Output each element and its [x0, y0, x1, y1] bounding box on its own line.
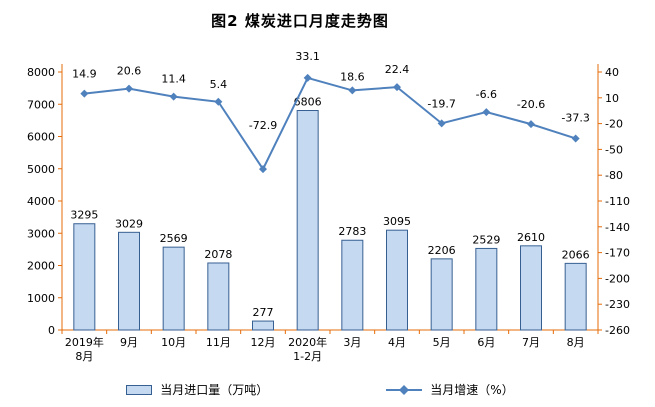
svg-text:3月: 3月	[343, 336, 361, 349]
svg-text:2020年: 2020年	[288, 335, 327, 349]
svg-text:3029: 3029	[115, 217, 143, 230]
svg-text:-20.6: -20.6	[517, 98, 545, 111]
right-axis: 40 10 -20 -50 -80 -110 -140 -170 -200 -230 -260	[598, 66, 630, 337]
bar	[564, 262, 587, 331]
svg-text:-37.3: -37.3	[561, 111, 589, 124]
growth-line	[84, 76, 576, 172]
line-swatch-icon	[386, 384, 423, 395]
svg-text:11月: 11月	[206, 336, 231, 349]
svg-text:2610: 2610	[517, 231, 545, 244]
svg-text:18.6: 18.6	[340, 70, 365, 83]
line-marker	[393, 83, 401, 92]
svg-text:-230: -230	[605, 298, 630, 311]
legend-label-imports: 当月进口量（万吨）	[160, 383, 269, 397]
svg-text:33.1: 33.1	[295, 50, 320, 63]
svg-text:2783: 2783	[338, 225, 366, 238]
line-marker	[482, 108, 491, 117]
bar	[118, 231, 140, 331]
svg-text:-200: -200	[605, 272, 630, 285]
svg-text:1000: 1000	[27, 292, 55, 305]
svg-text:22.4: 22.4	[385, 63, 410, 76]
svg-text:8月: 8月	[567, 336, 585, 349]
line-marker	[125, 84, 133, 93]
svg-text:-19.7: -19.7	[427, 97, 455, 110]
svg-text:11.4: 11.4	[161, 73, 186, 86]
svg-text:10月: 10月	[161, 336, 186, 349]
left-axis: 0 1000 2000 3000 4000 5000 6000 7000 8000	[27, 66, 62, 337]
line-marker	[437, 119, 446, 128]
svg-text:-110: -110	[605, 195, 630, 208]
svg-text:4月: 4月	[388, 336, 406, 349]
line-marker	[214, 97, 223, 106]
svg-text:-20: -20	[605, 118, 623, 131]
svg-text:-170: -170	[605, 247, 630, 260]
svg-text:2078: 2078	[204, 248, 232, 261]
svg-text:5000: 5000	[27, 163, 55, 176]
bar	[341, 239, 364, 331]
svg-text:14.9: 14.9	[72, 68, 97, 81]
bar	[162, 246, 185, 331]
svg-text:8月: 8月	[75, 350, 93, 363]
svg-text:40: 40	[605, 66, 619, 79]
bar	[73, 223, 96, 331]
svg-text:2529: 2529	[472, 233, 500, 246]
svg-text:3000: 3000	[27, 227, 55, 240]
svg-text:4000: 4000	[27, 195, 55, 208]
svg-text:10: 10	[605, 92, 619, 105]
svg-text:20.6: 20.6	[117, 65, 142, 78]
svg-text:12月: 12月	[251, 336, 276, 349]
svg-text:6月: 6月	[477, 336, 495, 349]
svg-text:0: 0	[48, 324, 55, 337]
line-marker	[80, 89, 89, 98]
svg-text:9月: 9月	[120, 336, 138, 349]
svg-text:-80: -80	[605, 169, 623, 182]
bar	[386, 229, 408, 331]
bar	[296, 110, 319, 331]
svg-text:6000: 6000	[27, 131, 55, 144]
svg-text:2066: 2066	[562, 248, 590, 261]
chart-title: 图2 煤炭进口月度走势图	[211, 12, 389, 30]
svg-text:7000: 7000	[27, 98, 55, 111]
legend-label-growth: 当月增速（%）	[430, 383, 514, 397]
svg-text:1-2月: 1-2月	[293, 350, 322, 363]
line-marker	[571, 134, 580, 143]
svg-text:5月: 5月	[433, 336, 451, 349]
line-series: 14.9 20.6 11.4 5.4 -72.9 33.1 18.6 22.4 -19.7 -6.…	[72, 50, 590, 174]
legend-item-growth: 当月增速（%）	[386, 381, 514, 398]
line-marker	[303, 73, 312, 82]
svg-text:3295: 3295	[70, 209, 98, 222]
line-marker	[259, 165, 267, 174]
line-marker	[169, 92, 178, 101]
line-marker	[527, 120, 535, 129]
svg-text:-72.9: -72.9	[249, 119, 277, 132]
bar-series: 3295 3029 2569 2078 277 6806 2783 3095 2206 2529 2…	[70, 96, 590, 331]
svg-text:5.4: 5.4	[210, 78, 228, 91]
svg-text:3095: 3095	[383, 215, 411, 228]
svg-text:2206: 2206	[428, 244, 456, 257]
svg-text:6806: 6806	[294, 96, 322, 109]
chart-legend: 当月进口量（万吨） 当月增速（%）	[0, 381, 640, 398]
svg-text:7月: 7月	[522, 336, 540, 349]
bar-swatch-icon	[126, 384, 153, 395]
svg-text:-6.6: -6.6	[476, 88, 497, 101]
svg-text:2000: 2000	[27, 260, 55, 273]
svg-text:-50: -50	[605, 143, 623, 156]
svg-text:8000: 8000	[27, 66, 55, 79]
bar	[520, 245, 542, 331]
bar	[430, 258, 453, 331]
svg-text:277: 277	[253, 306, 274, 319]
line-marker	[348, 86, 357, 95]
legend-item-imports: 当月进口量（万吨）	[126, 381, 268, 398]
bar	[207, 262, 230, 331]
svg-text:2569: 2569	[160, 232, 188, 245]
bar	[475, 247, 498, 331]
bar	[252, 320, 274, 331]
svg-text:-260: -260	[605, 324, 630, 337]
chart-canvas: 0 1000 2000 3000 4000 5000 6000 7000 8000 40 10 -20…	[27, 50, 630, 363]
svg-text:2019年: 2019年	[65, 335, 104, 349]
svg-text:-140: -140	[605, 221, 630, 234]
